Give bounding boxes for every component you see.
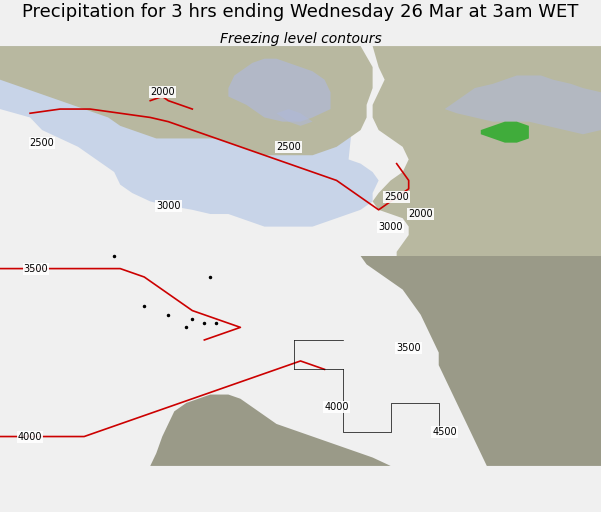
Polygon shape [0,46,379,227]
Polygon shape [0,46,373,155]
Text: 4000: 4000 [325,402,349,412]
Polygon shape [228,59,331,122]
Polygon shape [373,46,601,256]
Text: 2500: 2500 [384,192,409,202]
Text: 4500: 4500 [433,428,457,437]
Text: 3000: 3000 [156,201,180,210]
Polygon shape [481,122,529,143]
Text: 2500: 2500 [276,142,301,152]
Polygon shape [445,75,601,134]
Text: 2000: 2000 [409,209,433,219]
Text: 2000: 2000 [150,87,174,97]
Text: Precipitation for 3 hrs ending Wednesday 26 Mar at 3am WET: Precipitation for 3 hrs ending Wednesday… [22,3,579,20]
Text: 4000: 4000 [18,432,42,441]
Text: 3000: 3000 [379,222,403,231]
Polygon shape [361,256,601,466]
Text: 2500: 2500 [29,138,55,147]
Polygon shape [276,109,313,126]
Text: 3500: 3500 [24,264,48,273]
Text: 3500: 3500 [397,344,421,353]
Polygon shape [150,395,391,466]
Text: Freezing level contours: Freezing level contours [219,32,382,46]
